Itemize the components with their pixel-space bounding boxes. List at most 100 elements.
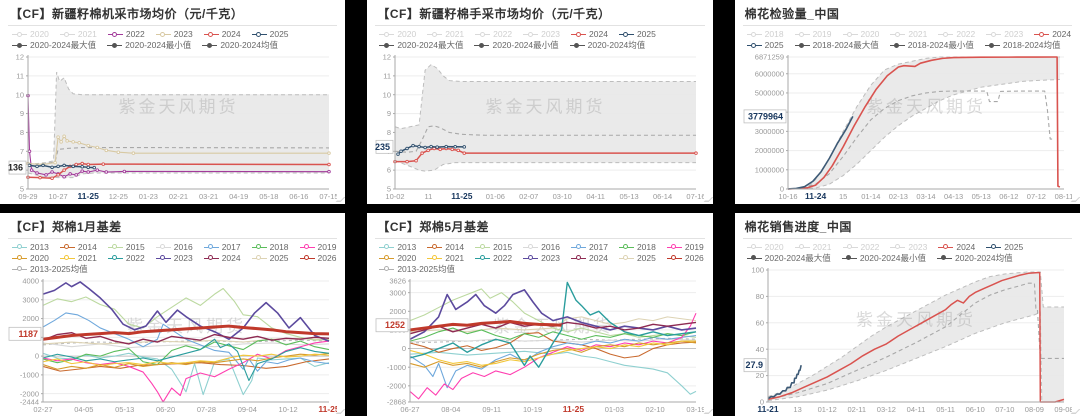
legend-marker-icon <box>794 42 810 49</box>
legend-item-2020[interactable]: 2020 <box>12 253 49 264</box>
legend-item-2019[interactable]: 2019 <box>299 242 336 253</box>
legend-item-2022[interactable]: 2022 <box>475 29 512 40</box>
svg-text:-1000: -1000 <box>387 362 406 371</box>
legend-item-2020-2024[interactable]: 2020-2024最小值 <box>107 40 191 51</box>
legend-item-2018[interactable]: 2018 <box>251 242 289 253</box>
resize-handle-icon[interactable] <box>703 196 713 202</box>
resize-handle-icon[interactable] <box>1070 409 1080 414</box>
legend-item-2013-2025[interactable]: 2013-2025均值 <box>379 264 455 275</box>
legend-item-2022[interactable]: 2022 <box>107 253 145 264</box>
legend-marker-icon <box>794 31 810 38</box>
legend-item-2025[interactable]: 2025 <box>618 29 656 40</box>
legend-item-2023[interactable]: 2023 <box>155 253 193 264</box>
legend-marker-icon <box>155 244 171 251</box>
svg-text:-2000: -2000 <box>20 389 39 398</box>
legend-item-2022[interactable]: 2022 <box>938 29 975 40</box>
legend-item-2021[interactable]: 2021 <box>59 29 97 40</box>
legend-marker-icon <box>746 255 762 262</box>
legend-item-2025[interactable]: 2025 <box>251 29 289 40</box>
legend-item-2013[interactable]: 2013 <box>12 242 49 253</box>
legend-marker-icon <box>794 244 810 251</box>
legend-item-2017[interactable]: 2017 <box>571 242 608 253</box>
legend-item-2019[interactable]: 2019 <box>794 29 832 40</box>
legend-item-2024[interactable]: 2024 <box>1034 29 1071 40</box>
legend-item-2025[interactable]: 2025 <box>618 253 656 264</box>
resize-handle-icon[interactable] <box>703 409 713 414</box>
legend-item-2020[interactable]: 2020 <box>379 29 416 40</box>
legend-item-2019[interactable]: 2019 <box>666 242 704 253</box>
legend-item-2025[interactable]: 2025 <box>986 242 1023 253</box>
legend-item-2023[interactable]: 2023 <box>890 242 927 253</box>
legend-item-2020-2024[interactable]: 2020-2024最大值 <box>379 40 463 51</box>
legend-item-2013[interactable]: 2013 <box>379 242 416 253</box>
legend-item-2017[interactable]: 2017 <box>203 242 241 253</box>
legend-marker-icon <box>474 42 490 49</box>
legend-item-2023[interactable]: 2023 <box>986 29 1023 40</box>
legend-item-2016[interactable]: 2016 <box>523 242 560 253</box>
legend-item-2022[interactable]: 2022 <box>475 253 512 264</box>
legend-item-2021[interactable]: 2021 <box>427 29 464 40</box>
legend-item-2020-2024[interactable]: 2020-2024均值 <box>202 40 278 51</box>
legend-item-2016[interactable]: 2016 <box>155 242 193 253</box>
legend-item-2026[interactable]: 2026 <box>666 253 704 264</box>
legend-item-2018[interactable]: 2018 <box>618 242 656 253</box>
legend-item-2024[interactable]: 2024 <box>203 29 241 40</box>
legend-item-2020[interactable]: 2020 <box>842 29 879 40</box>
legend-item-2024[interactable]: 2024 <box>938 242 975 253</box>
legend-item-2014[interactable]: 2014 <box>59 242 97 253</box>
chart-panel-cotton-inspection-volume: 棉花检验量_中国 2018 2019 2020 2021 2022 2023 2024 202… <box>734 0 1080 204</box>
resize-handle-icon[interactable] <box>335 409 346 414</box>
svg-text:04-11: 04-11 <box>906 405 925 414</box>
svg-text:8: 8 <box>20 128 24 137</box>
legend-item-2024[interactable]: 2024 <box>571 29 608 40</box>
legend-item-2022[interactable]: 2022 <box>842 242 879 253</box>
chart-legend: 2018 2019 2020 2021 2022 2023 2024 2025 2018-202… <box>743 26 1072 52</box>
legend-item-2021[interactable]: 2021 <box>59 253 97 264</box>
legend-item-2020-2024[interactable]: 2020-2024最小值 <box>841 253 926 264</box>
resize-handle-icon[interactable] <box>335 196 346 202</box>
legend-item-2026[interactable]: 2026 <box>299 253 336 264</box>
legend-item-2021[interactable]: 2021 <box>794 242 832 253</box>
chart-canvas[interactable]: 紫金天风期货-2444-2000-10000100020003000400002… <box>8 276 337 415</box>
legend-item-2020-2024[interactable]: 2020-2024最大值 <box>12 40 96 51</box>
svg-text:07-10: 07-10 <box>995 405 1014 414</box>
svg-text:01-14: 01-14 <box>861 192 880 201</box>
legend-item-2023[interactable]: 2023 <box>523 253 560 264</box>
legend-item-2022[interactable]: 2022 <box>107 29 145 40</box>
chart-canvas[interactable]: 紫金天风期货 0 20 40 60 80 100 11-21 13 01-12 02-11 03-12… <box>743 265 1072 415</box>
legend-item-2018[interactable]: 2018 <box>746 29 784 40</box>
legend-item-2020-2024[interactable]: 2020-2024最小值 <box>474 40 559 51</box>
legend-item-2025[interactable]: 2025 <box>746 40 784 51</box>
legend-item-2020-2024[interactable]: 2020-2024均值 <box>936 253 1013 264</box>
chart-canvas[interactable]: 紫金天风期货5678910111210-021111-2501-0602-070… <box>375 52 704 202</box>
chart-canvas[interactable]: 紫金天风期货-2868-2000-10000100020003000362606… <box>375 276 704 415</box>
legend-item-2015[interactable]: 2015 <box>475 242 512 253</box>
svg-text:8: 8 <box>387 128 391 137</box>
legend-item-2018-2024[interactable]: 2018-2024均值 <box>984 40 1061 51</box>
legend-marker-icon <box>986 31 1002 38</box>
svg-text:-2444: -2444 <box>20 397 39 406</box>
legend-item-2014[interactable]: 2014 <box>427 242 464 253</box>
chart-canvas[interactable]: 紫金天风期货0100000020000003000000400000050000… <box>743 52 1072 202</box>
legend-item-2024[interactable]: 2024 <box>571 253 608 264</box>
svg-text:08-11: 08-11 <box>1054 192 1071 201</box>
resize-handle-icon[interactable] <box>1070 196 1080 202</box>
legend-marker-icon <box>203 255 219 262</box>
legend-item-2020[interactable]: 2020 <box>12 29 49 40</box>
legend-item-2013-2025[interactable]: 2013-2025均值 <box>12 264 88 275</box>
legend-item-2023[interactable]: 2023 <box>523 29 560 40</box>
legend-item-2021[interactable]: 2021 <box>890 29 927 40</box>
legend-item-2021[interactable]: 2021 <box>427 253 464 264</box>
legend-item-2015[interactable]: 2015 <box>107 242 145 253</box>
legend-item-2020[interactable]: 2020 <box>379 253 416 264</box>
legend-item-2024[interactable]: 2024 <box>203 253 241 264</box>
chart-canvas[interactable]: 紫金天风期货5678910111209-2910-2711-2512-2501-… <box>8 52 337 202</box>
legend-item-2018-2024[interactable]: 2018-2024最小值 <box>889 40 974 51</box>
legend-item-2020-2024[interactable]: 2020-2024最大值 <box>746 253 831 264</box>
svg-text:0: 0 <box>402 344 406 353</box>
legend-item-2020[interactable]: 2020 <box>746 242 784 253</box>
legend-item-2020-2024[interactable]: 2020-2024均值 <box>569 40 645 51</box>
legend-item-2025[interactable]: 2025 <box>251 253 289 264</box>
legend-item-2018-2024[interactable]: 2018-2024最大值 <box>794 40 879 51</box>
legend-item-2023[interactable]: 2023 <box>155 29 193 40</box>
